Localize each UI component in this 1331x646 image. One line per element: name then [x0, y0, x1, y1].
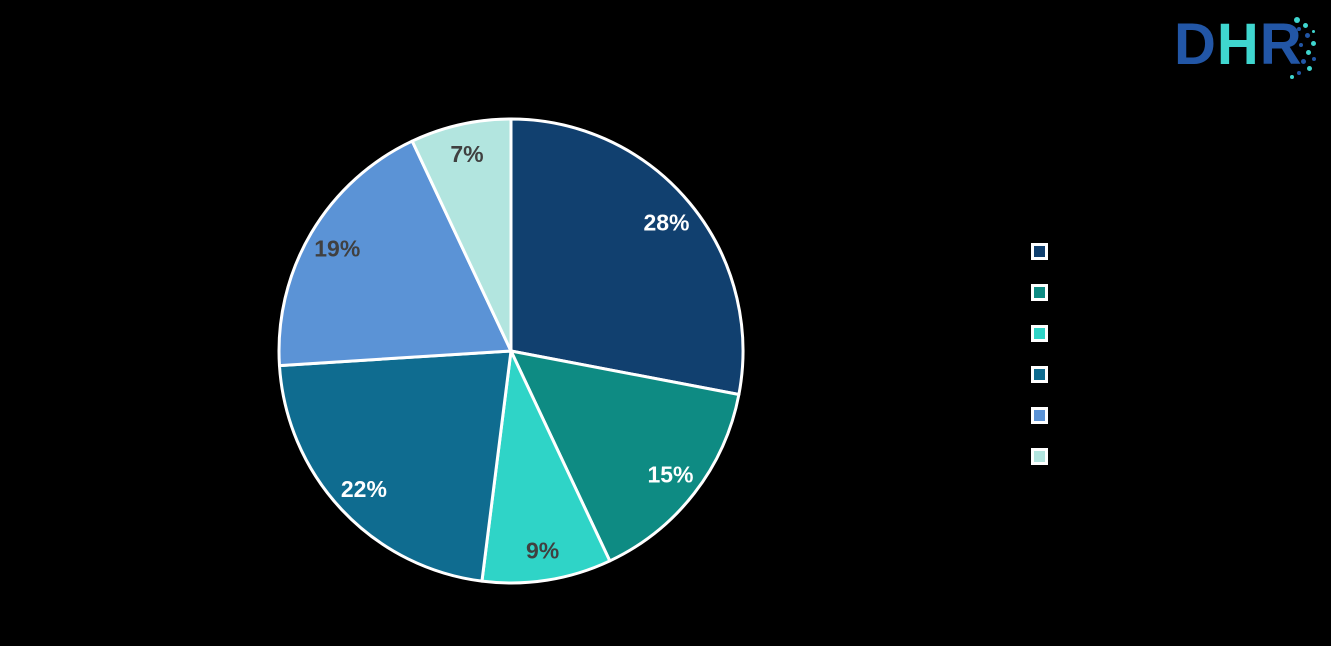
legend-swatch [1031, 448, 1048, 465]
dhr-logo-text: DHR [1174, 16, 1303, 74]
logo-network-dots-icon [1172, 14, 1324, 92]
pie-slice [277, 349, 513, 583]
logo-letter-r: R [1259, 12, 1303, 77]
pie-slice-label: 9% [526, 537, 559, 563]
pie-slice [480, 349, 612, 585]
logo-dot [1307, 66, 1312, 71]
legend-item [1031, 407, 1057, 424]
logo-letter-d: D [1174, 12, 1217, 77]
pie-slice [277, 139, 513, 368]
dhr-logo: DHR [1172, 14, 1324, 92]
logo-dot [1297, 27, 1301, 31]
legend-swatch [1031, 243, 1048, 260]
logo-dot [1303, 23, 1308, 28]
legend-swatch [1031, 366, 1048, 383]
logo-dot [1312, 57, 1316, 61]
logo-dot [1305, 33, 1310, 38]
legend-item [1031, 325, 1057, 342]
pie-slice [410, 117, 513, 353]
logo-dot [1306, 50, 1311, 55]
legend-item [1031, 284, 1057, 301]
legend-swatch-color [1034, 451, 1045, 462]
pie-slice [509, 349, 741, 563]
legend-swatch [1031, 325, 1048, 342]
pie-slice-label: 28% [643, 209, 689, 235]
logo-dot [1290, 75, 1294, 79]
logo-dot [1299, 43, 1303, 47]
logo-dot [1301, 59, 1306, 64]
logo-dot [1311, 41, 1316, 46]
logo-dot [1294, 17, 1300, 23]
logo-dot [1297, 71, 1301, 75]
legend-swatch [1031, 284, 1048, 301]
legend-item [1031, 366, 1057, 383]
logo-letter-h: H [1216, 12, 1260, 77]
legend-item [1031, 448, 1057, 465]
legend-item [1031, 243, 1057, 260]
pie-slice-label: 22% [341, 476, 387, 502]
legend [1031, 243, 1057, 465]
pie-slice-label: 15% [647, 462, 693, 488]
legend-swatch-color [1034, 410, 1045, 421]
pie-slice-label: 7% [450, 141, 483, 167]
legend-swatch-color [1034, 287, 1045, 298]
legend-swatch-color [1034, 369, 1045, 380]
pie-slice-label: 19% [314, 235, 360, 261]
legend-swatch [1031, 407, 1048, 424]
legend-swatch-color [1034, 328, 1045, 339]
logo-dot [1312, 30, 1315, 33]
pie-slice [509, 117, 745, 396]
legend-swatch-color [1034, 246, 1045, 257]
